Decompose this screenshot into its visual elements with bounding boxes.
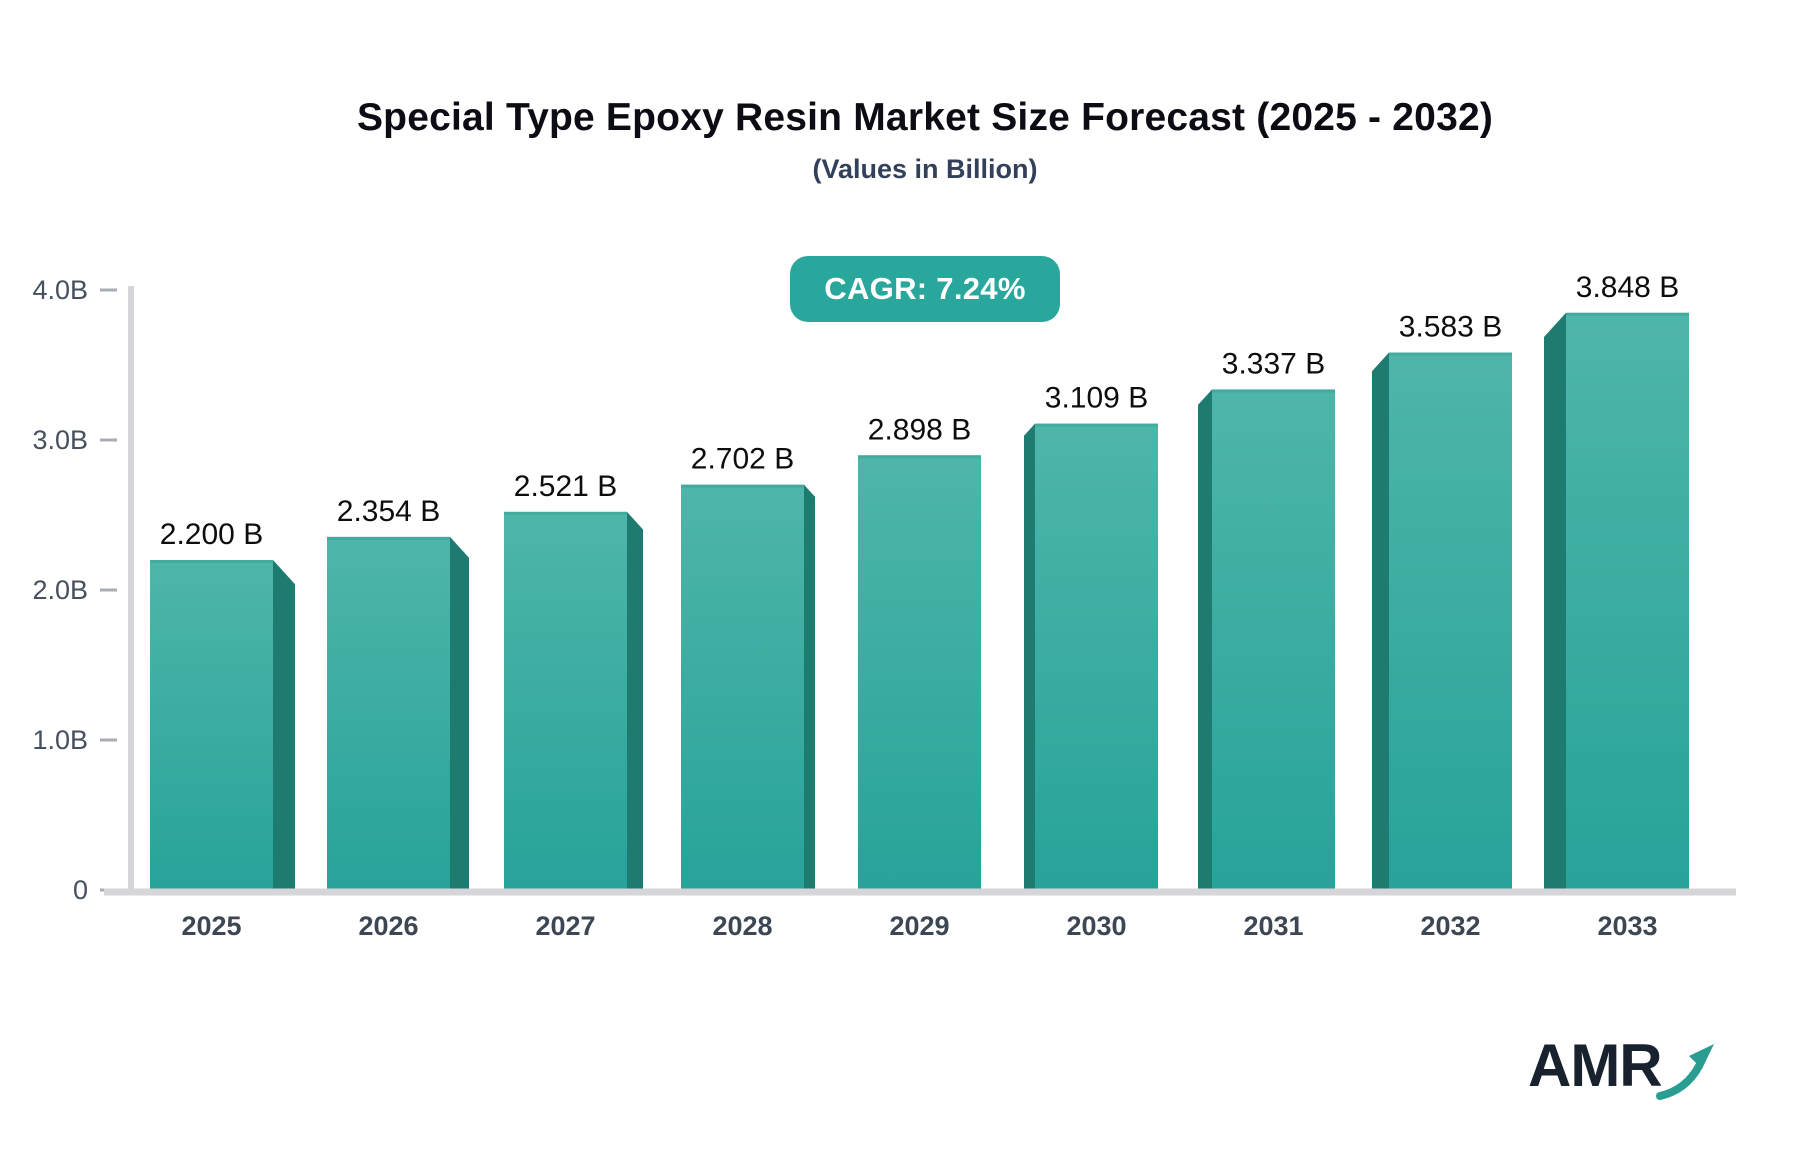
amr-logo: AMR bbox=[1528, 1036, 1718, 1104]
y-axis-tick-label: 3.0B bbox=[32, 425, 88, 455]
bar-group-2028: 2.702 B 2028 bbox=[681, 443, 815, 941]
cagr-badge-label: CAGR: 7.24% bbox=[824, 271, 1026, 306]
bar-top-edge-2027 bbox=[504, 511, 627, 515]
bar-face-2033 bbox=[1566, 312, 1689, 890]
bar-value-label-2029: 2.898 B bbox=[868, 413, 971, 446]
bar-side-2030 bbox=[1024, 423, 1035, 890]
y-axis: 0 1.0B 2.0B 3.0B 4.0B bbox=[32, 275, 134, 905]
x-axis-label-2026: 2026 bbox=[358, 911, 418, 941]
chart-title: Special Type Epoxy Resin Market Size For… bbox=[356, 96, 1494, 139]
bar-value-label-2032: 3.583 B bbox=[1399, 311, 1502, 344]
bar-side-2026 bbox=[450, 536, 469, 890]
x-axis-label-2028: 2028 bbox=[712, 911, 772, 941]
bar-top-edge-2032 bbox=[1389, 352, 1512, 356]
bar-group-2032: 3.583 B 2032 bbox=[1372, 311, 1512, 941]
x-axis-label-2029: 2029 bbox=[889, 911, 949, 941]
logo-growth-arrow-icon bbox=[1655, 1044, 1714, 1100]
bar-side-2032 bbox=[1372, 352, 1389, 890]
bar-group-2029: 2.898 B 2029 bbox=[858, 413, 981, 941]
x-axis-label-2033: 2033 bbox=[1597, 911, 1657, 941]
bar-face-2031 bbox=[1212, 389, 1335, 890]
chart-subtitle: (Values in Billion) bbox=[812, 154, 1038, 184]
amr-logo-text: AMR bbox=[1528, 1032, 1663, 1099]
bar-value-label-2026: 2.354 B bbox=[337, 495, 440, 528]
bar-group-2031: 3.337 B 2031 bbox=[1198, 347, 1335, 941]
bar-value-label-2030: 3.109 B bbox=[1045, 382, 1148, 415]
bar-face-2029 bbox=[858, 455, 981, 890]
x-axis-label-2025: 2025 bbox=[181, 911, 241, 941]
bar-face-2027 bbox=[504, 511, 627, 890]
x-axis-label-2030: 2030 bbox=[1066, 911, 1126, 941]
bar-face-2025 bbox=[150, 560, 273, 890]
bar-value-label-2027: 2.521 B bbox=[514, 470, 617, 503]
bar-face-2028 bbox=[681, 484, 804, 890]
bar-value-label-2033: 3.848 B bbox=[1576, 271, 1679, 304]
cagr-badge: CAGR: 7.24% bbox=[790, 256, 1060, 322]
y-axis-tick-label: 1.0B bbox=[32, 725, 88, 755]
bar-group-2033: 3.848 B 2033 bbox=[1544, 271, 1689, 941]
bar-face-2032 bbox=[1389, 352, 1512, 890]
bar-side-2027 bbox=[627, 511, 643, 890]
y-axis-tick-label: 0 bbox=[73, 875, 88, 905]
x-axis-label-2027: 2027 bbox=[535, 911, 595, 941]
bar-top-edge-2025 bbox=[150, 560, 273, 563]
bar-face-2026 bbox=[327, 536, 450, 890]
bar-value-label-2028: 2.702 B bbox=[691, 443, 794, 476]
y-axis-tick-label: 2.0B bbox=[32, 575, 88, 605]
bar-group-2025: 2.200 B 2025 bbox=[150, 518, 295, 941]
bar-value-label-2031: 3.337 B bbox=[1222, 347, 1325, 380]
bar-face-2030 bbox=[1035, 423, 1158, 890]
bar-side-2033 bbox=[1544, 312, 1566, 890]
bar-group-2026: 2.354 B 2026 bbox=[327, 495, 469, 941]
bar-top-edge-2029 bbox=[858, 455, 981, 459]
bar-value-label-2025: 2.200 B bbox=[160, 518, 263, 551]
bar-top-edge-2026 bbox=[327, 536, 450, 540]
bar-side-2028 bbox=[804, 484, 815, 890]
x-axis-label-2031: 2031 bbox=[1243, 911, 1303, 941]
bar-top-edge-2033 bbox=[1566, 312, 1689, 316]
bar-group-2027: 2.521 B 2027 bbox=[504, 470, 643, 941]
bars: 2.200 B 2025 2.354 B 2026 2.521 B 2027 2.702 B… bbox=[150, 271, 1689, 941]
bar-group-2030: 3.109 B 2030 bbox=[1024, 382, 1158, 941]
bar-top-edge-2030 bbox=[1035, 423, 1158, 427]
x-axis-label-2032: 2032 bbox=[1420, 911, 1480, 941]
y-axis-tick-label: 4.0B bbox=[32, 275, 88, 305]
bar-top-edge-2031 bbox=[1212, 389, 1335, 393]
chart-header: Special Type Epoxy Resin Market Size For… bbox=[0, 0, 1800, 185]
bar-side-2025 bbox=[273, 560, 295, 890]
bar-top-edge-2028 bbox=[681, 484, 804, 488]
bar-side-2031 bbox=[1198, 389, 1212, 890]
